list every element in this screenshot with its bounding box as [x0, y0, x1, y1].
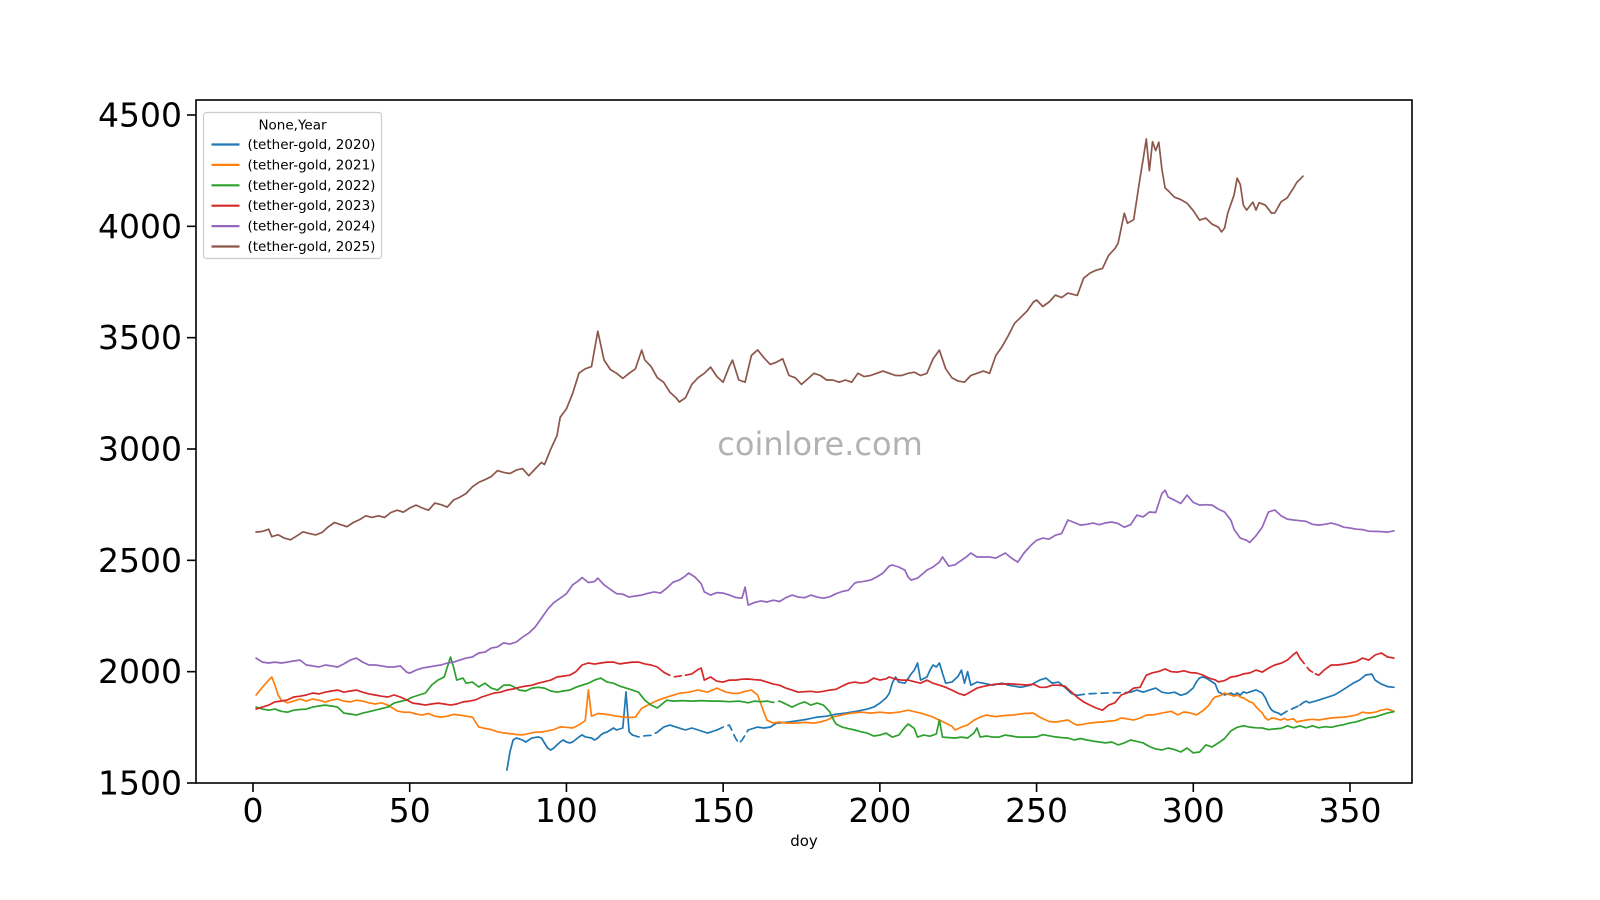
- series-line-tether-gold-2024: [255, 489, 1395, 675]
- series-line-tether-gold-2022: [766, 700, 787, 705]
- legend-label-2020: (tether-gold, 2020): [248, 137, 376, 153]
- y-tick-label: 3000: [98, 429, 182, 468]
- series-line-tether-gold-2020: [1129, 676, 1282, 716]
- series-line-tether-gold-2020: [1299, 673, 1395, 706]
- x-tick-label: 250: [1005, 791, 1068, 830]
- legend-label-2025: (tether-gold, 2025): [248, 239, 376, 255]
- series-line-tether-gold-2023: [662, 671, 687, 678]
- plot-area: 1500 2000 2500 3000 3500 4000 4500 0 50 100 150 200…: [98, 95, 1413, 830]
- series-line-tether-gold-2020: [716, 724, 750, 744]
- x-tick-label: 0: [243, 791, 264, 830]
- x-tick-label: 200: [848, 791, 911, 830]
- x-tick-label: 50: [389, 791, 431, 830]
- series-line-tether-gold-2020: [631, 731, 659, 738]
- y-tick-label: 2000: [98, 652, 182, 691]
- series-line-tether-gold-2022: [255, 656, 768, 716]
- series-line-tether-gold-2020: [747, 662, 1079, 731]
- x-tick-label: 350: [1319, 791, 1382, 830]
- series-line-tether-gold-2021: [255, 676, 1395, 736]
- series-line-tether-gold-2020: [1280, 704, 1301, 716]
- legend-label-2023: (tether-gold, 2023): [248, 198, 376, 214]
- y-tick-label: 2500: [98, 541, 182, 580]
- legend-box: [202, 111, 383, 260]
- series-line-tether-gold-2020: [656, 724, 718, 734]
- series-line-tether-gold-2020: [506, 691, 634, 771]
- x-axis-label: doy: [790, 832, 818, 850]
- series-line-tether-gold-2023: [255, 661, 665, 710]
- legend-title: None,Year: [258, 118, 327, 134]
- x-tick-label: 100: [535, 791, 598, 830]
- series-line-tether-gold-2022: [784, 701, 1395, 754]
- y-tick-label: 3500: [98, 318, 182, 357]
- series-line-tether-gold-2023: [1314, 652, 1395, 677]
- y-tick-label: 1500: [98, 764, 182, 803]
- legend-label-2021: (tether-gold, 2021): [248, 157, 376, 173]
- x-tick-label: 300: [1162, 791, 1225, 830]
- y-tick-label: 4000: [98, 207, 182, 246]
- watermark: coinlore.com: [717, 425, 922, 463]
- axes-frame: [195, 99, 1413, 784]
- y-tick-label: 4500: [98, 95, 182, 134]
- legend-label-2024: (tether-gold, 2024): [248, 219, 376, 235]
- series-line-tether-gold-2020: [1076, 691, 1132, 697]
- legend-label-2022: (tether-gold, 2022): [248, 178, 376, 194]
- series-line-tether-gold-2025: [255, 138, 1304, 541]
- series-line-tether-gold-2023: [1299, 657, 1317, 675]
- series-line-tether-gold-2023: [684, 651, 1301, 712]
- x-tick-label: 150: [692, 791, 755, 830]
